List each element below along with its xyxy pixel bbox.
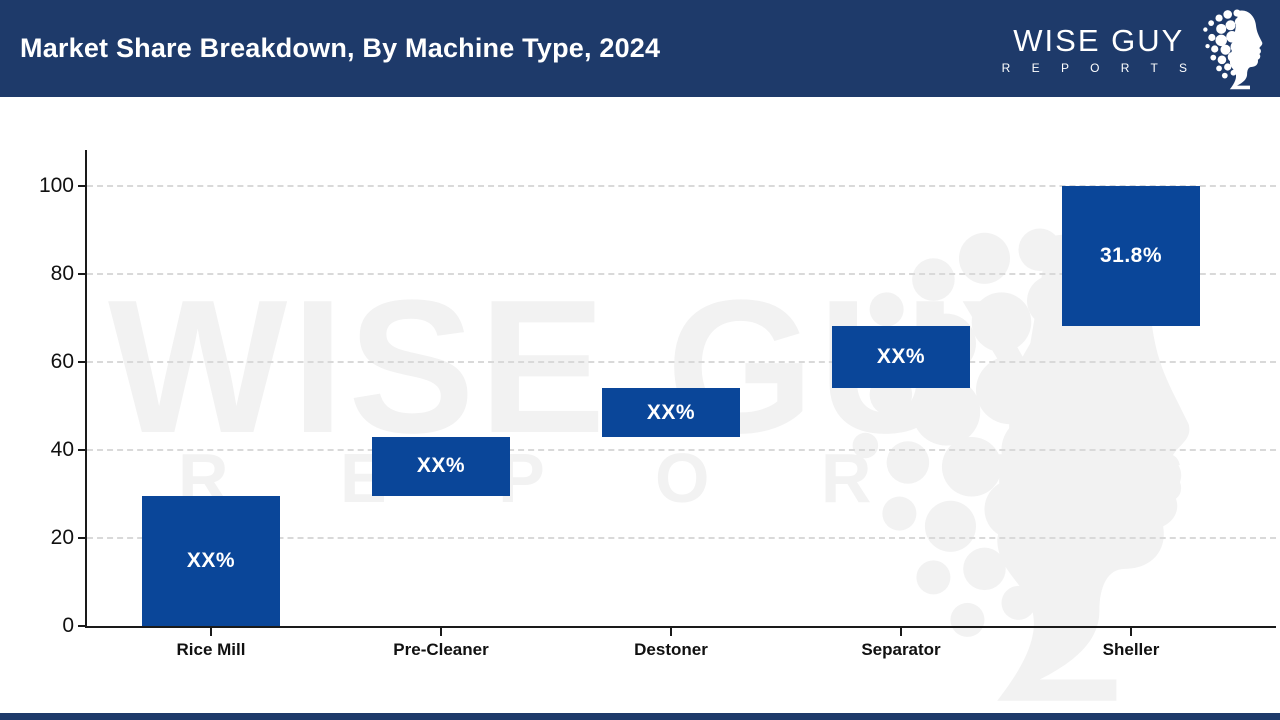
y-tick-mark	[78, 537, 85, 539]
bar-value-label: XX%	[646, 400, 696, 424]
x-tick-mark	[440, 628, 442, 636]
x-tick-mark	[670, 628, 672, 636]
brand-logo: WISE GUY R E P O R T S	[1002, 8, 1266, 90]
x-category-label: Separator	[861, 640, 941, 659]
y-tick-mark	[78, 185, 85, 187]
y-tick-label: 0	[62, 614, 74, 637]
gridline-20	[87, 537, 1276, 539]
y-tick-mark	[78, 273, 85, 275]
head-profile-dots-icon	[1203, 8, 1263, 89]
y-tick-mark	[78, 449, 85, 451]
gridline-80	[87, 273, 1276, 275]
brand-name: WISE GUY	[1013, 22, 1185, 58]
gridline-60	[87, 361, 1276, 363]
brand-subtitle: R E P O R T S	[1001, 60, 1196, 75]
x-tick-mark	[210, 628, 212, 636]
x-tick-mark	[900, 628, 902, 636]
x-category-label: Sheller	[1102, 640, 1160, 659]
x-category-label: Pre-Cleaner	[393, 640, 489, 659]
x-tick-mark	[1130, 628, 1132, 636]
x-category-label: Rice Mill	[176, 640, 246, 659]
bar-value-label: 31.8%	[1099, 243, 1163, 267]
bar-sheller: 31.8%	[1062, 186, 1200, 326]
footer-accent-bar	[0, 713, 1280, 720]
y-tick-mark	[78, 361, 85, 363]
gridline-100	[87, 185, 1276, 187]
bar-value-label: XX%	[416, 454, 466, 478]
bar-pre-cleaner: XX%	[372, 436, 510, 497]
gridline-40	[87, 449, 1276, 451]
y-axis	[85, 150, 87, 628]
x-category-label: Destoner	[634, 640, 708, 659]
y-tick-label: 40	[50, 438, 74, 461]
bar-separator: XX%	[832, 325, 970, 389]
bar-destoner: XX%	[602, 388, 740, 437]
y-tick-label: 20	[50, 526, 74, 549]
y-tick-label: 60	[50, 350, 74, 373]
y-tick-label: 100	[38, 174, 74, 197]
y-tick-mark	[78, 625, 85, 627]
y-tick-label: 80	[50, 262, 74, 285]
page-title: Market Share Breakdown, By Machine Type,…	[20, 33, 661, 63]
x-axis	[85, 626, 1276, 628]
bar-rice-mill: XX%	[142, 496, 280, 626]
brand-logo-text: WISE GUY R E P O R T S	[1002, 23, 1196, 75]
bar-value-label: XX%	[876, 345, 926, 369]
header-bar: Market Share Breakdown, By Machine Type,…	[0, 0, 1280, 97]
bar-value-label: XX%	[186, 549, 236, 573]
